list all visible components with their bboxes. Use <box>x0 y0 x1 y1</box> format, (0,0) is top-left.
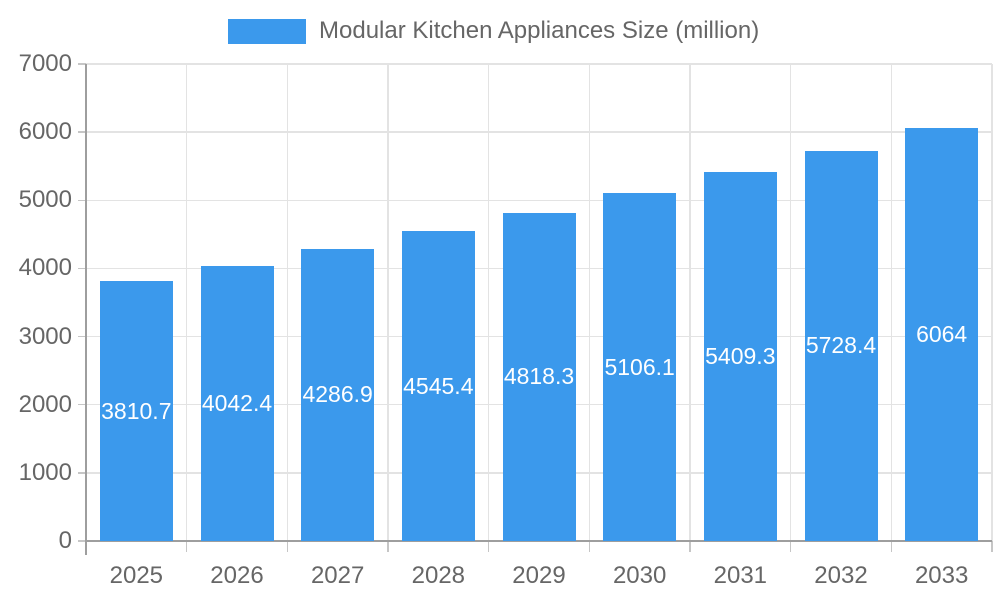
gridline-v <box>588 64 591 541</box>
y-axis-tick <box>78 403 86 406</box>
x-axis-tick <box>789 541 792 552</box>
x-axis-tick <box>185 541 188 552</box>
y-axis-tick <box>78 335 86 338</box>
gridline-v <box>387 64 389 541</box>
bar-value-label: 5106.1 <box>604 353 675 380</box>
x-axis-label: 2027 <box>310 562 365 589</box>
bar[interactable]: 4545.4 <box>401 231 475 541</box>
gridline-h <box>86 199 992 202</box>
bar-value-label: 4042.4 <box>201 389 273 416</box>
x-axis-label: 2031 <box>713 562 768 589</box>
y-axis-label: 6000 <box>18 118 72 146</box>
bar[interactable]: 4042.4 <box>200 265 274 541</box>
gridline-v <box>689 64 691 541</box>
y-axis-label: 5000 <box>18 186 72 214</box>
y-axis-label: 2000 <box>18 390 72 418</box>
y-axis-tick <box>78 540 86 542</box>
x-axis-tick <box>588 541 591 552</box>
bar[interactable]: 6064 <box>905 127 979 541</box>
y-axis-tick <box>78 267 86 270</box>
bar[interactable]: 5409.3 <box>703 172 777 541</box>
x-axis-line <box>85 540 992 542</box>
gridline-v <box>789 64 792 541</box>
x-axis-tick <box>85 541 88 555</box>
bar-value-label: 6064 <box>916 320 968 347</box>
x-axis-label: 2028 <box>411 562 466 589</box>
bar[interactable]: 5728.4 <box>804 150 878 541</box>
x-axis-tick <box>487 541 490 552</box>
series-color-swatch-icon <box>228 18 306 44</box>
gridline-h <box>86 131 992 133</box>
bar-value-label: 5728.4 <box>805 332 877 359</box>
x-axis-tick <box>286 541 289 552</box>
legend-item[interactable]: Modular Kitchen Appliances Size (million… <box>228 17 760 44</box>
y-axis-tick <box>78 472 86 474</box>
x-axis-label: 2030 <box>612 562 667 589</box>
bar-value-label: 5409.3 <box>705 343 776 370</box>
gridline-v <box>185 64 188 541</box>
y-axis-tick <box>78 63 86 65</box>
x-axis-label: 2029 <box>512 562 566 589</box>
x-axis-label: 2032 <box>814 562 868 589</box>
y-axis-tick <box>78 131 86 133</box>
y-axis-line <box>85 64 87 541</box>
bar[interactable]: 4818.3 <box>502 212 576 541</box>
x-axis-tick <box>890 541 893 552</box>
y-axis-tick <box>78 199 86 202</box>
bar[interactable]: 5106.1 <box>603 193 677 541</box>
y-axis-label: 0 <box>58 527 72 554</box>
gridline-h <box>86 63 992 65</box>
gridline-v <box>890 64 893 541</box>
y-axis-label: 4000 <box>18 254 72 282</box>
x-axis-tick <box>689 541 691 552</box>
x-axis-tick <box>991 541 993 552</box>
y-axis-label: 3000 <box>18 322 72 350</box>
x-axis-label: 2026 <box>210 562 264 589</box>
legend-label: Modular Kitchen Appliances Size (million… <box>319 17 760 44</box>
x-axis-label: 2025 <box>109 562 164 589</box>
bar-value-label: 4545.4 <box>403 372 474 399</box>
gridline-v <box>487 64 490 541</box>
x-axis-label: 2033 <box>914 562 969 589</box>
gridline-v <box>286 64 289 541</box>
bar-value-label: 4818.3 <box>503 363 575 390</box>
y-axis-label: 7000 <box>18 50 72 77</box>
gridline-v <box>991 64 993 541</box>
bar[interactable]: 4286.9 <box>301 248 375 541</box>
y-axis-label: 1000 <box>18 458 72 486</box>
bar-value-label: 4286.9 <box>302 381 373 408</box>
bar[interactable]: 3810.7 <box>99 281 173 541</box>
bar-value-label: 3810.7 <box>101 397 172 424</box>
x-axis-tick <box>387 541 389 552</box>
